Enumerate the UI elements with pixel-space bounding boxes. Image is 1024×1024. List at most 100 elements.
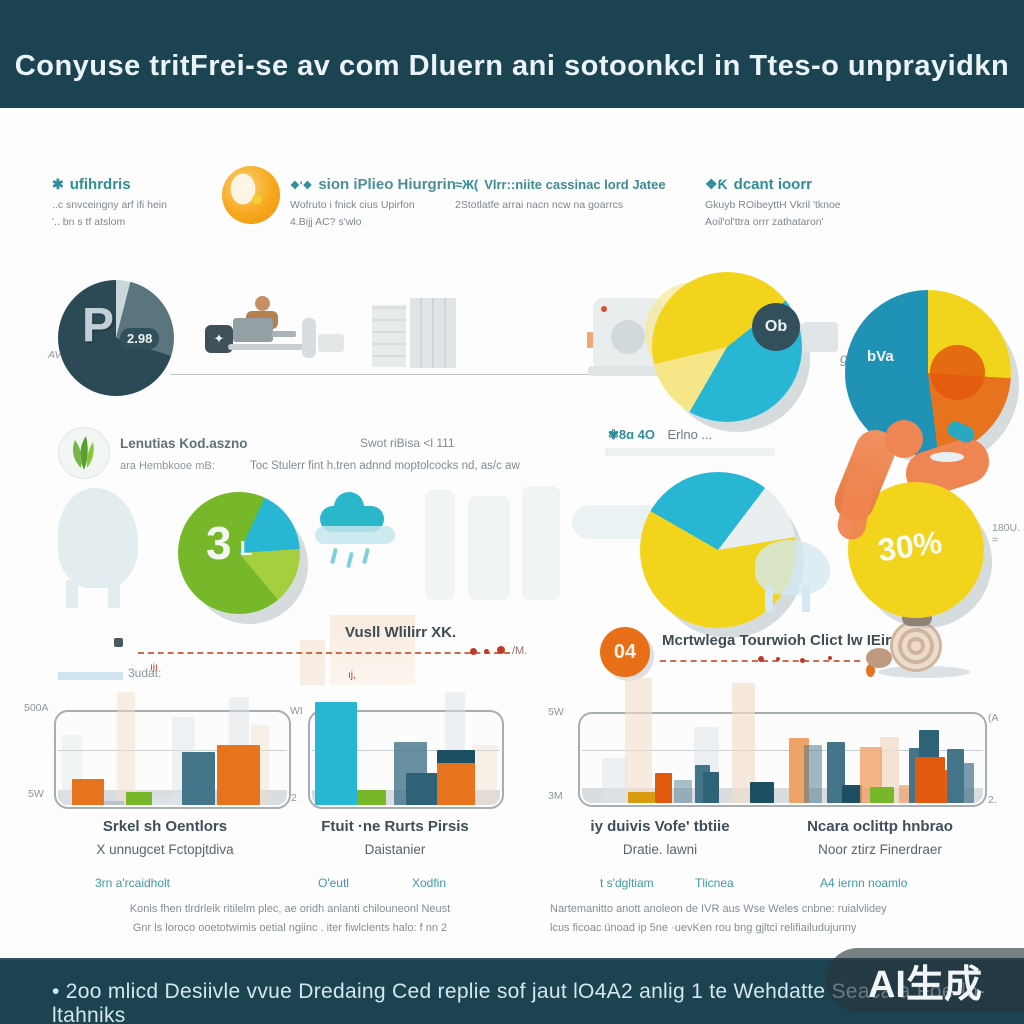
mid-header-sub: Toc Stulerr fint h.tren adnnd moptolcock…: [250, 460, 520, 472]
smallprint-left: Konis fhen tlrdrleik ritilelm plec, ae o…: [40, 900, 540, 938]
bar: [750, 782, 774, 803]
ghost-camel-leg: [765, 586, 773, 612]
bird-icon: [222, 166, 280, 224]
chat-icon: ❖'❖: [290, 180, 313, 192]
caption-title-1: Srkel sh Oentlors: [102, 818, 228, 835]
monitor: [233, 318, 273, 342]
feature-line: ..c snvceingny arf ifi hein: [52, 199, 167, 211]
ghost-jar: [468, 496, 510, 600]
lamp-dish: [930, 452, 964, 462]
caption-sub-3: Dratie. lawni: [622, 842, 698, 857]
axis-right-bottom-left: 2: [291, 792, 297, 804]
rain-drop: [362, 547, 370, 565]
bva-pie-overlay: [930, 345, 985, 400]
axis-right-top-right: (A: [988, 712, 999, 724]
blue-streak: [58, 672, 123, 680]
yellow-side-label: 180U. =: [992, 522, 1021, 546]
gridline: [58, 750, 287, 751]
bar: [655, 773, 672, 803]
axis-right-bottom-right: 2.: [988, 794, 997, 806]
note-label: 3udat:: [128, 666, 162, 680]
bar: [602, 758, 627, 803]
bar: [674, 780, 692, 803]
rain-drop: [330, 547, 338, 565]
leaf-svg: [73, 436, 94, 470]
green-pie-label-suffix: L: [240, 538, 253, 560]
smallprint-line: Gnr ls loroco ooetotwimis oetial ngiinc …: [132, 922, 448, 934]
feature-title: ufihrdris: [69, 176, 131, 193]
mid-header-title: Swot riBisa <l 111: [360, 436, 455, 450]
bar: [870, 787, 894, 803]
tag-3a: t s'dgltiam: [600, 876, 654, 890]
feature-line: 2Stotlatfe arrai nacn ncw na goarrcs: [455, 199, 624, 211]
caption-title-4: Ncara oclittp hnbrao: [807, 818, 953, 835]
dash-dot: [800, 658, 805, 663]
smallprint-line: Nartemanitto anott anoleon de IVR aus Ws…: [550, 903, 887, 915]
rain-drop: [346, 551, 354, 569]
small-camera: [802, 322, 838, 352]
dash-dot: [776, 657, 780, 661]
bar: [628, 792, 655, 803]
axis-right-top-left: WI: [290, 705, 303, 717]
cloud-icon-bump: [334, 492, 364, 522]
dash-dot: [497, 646, 505, 654]
money-stack: [318, 334, 344, 352]
ob-badge: Ob: [752, 303, 800, 351]
caption-sub-2: Daistanier: [364, 842, 426, 857]
ghost-camel-leg: [802, 586, 810, 612]
dash-dot: [828, 656, 832, 660]
bar: [703, 772, 719, 803]
y-axis-top-left: 500A: [24, 702, 49, 714]
tag-2b: Xodfin: [412, 876, 447, 890]
leaf-sub: ara Hembkooe mB:: [120, 460, 215, 472]
dash-dot: [758, 656, 764, 662]
ghost-figure-leg: [66, 580, 78, 608]
row2-right-title: Erlno ...: [667, 427, 713, 442]
bar: [915, 757, 945, 803]
bird-beak: [252, 194, 262, 204]
red-mark: ıj,: [348, 670, 356, 681]
desk: [228, 344, 306, 350]
asterisk-icon: ✱: [52, 176, 64, 192]
chair: [302, 318, 316, 358]
feature-line: Aoil'ol'ttra orrr zathataron': [705, 216, 824, 228]
person-head: [255, 296, 270, 311]
caption-title-2: Ftuit ·ne Rurts Pirsis: [321, 818, 469, 835]
bar: [472, 745, 497, 805]
red-mark: ıjı: [150, 662, 158, 673]
yellow-circle-label: 30%: [875, 523, 945, 569]
paw-glyphs-icon: ✾8ɑ 4O: [608, 427, 656, 442]
caption-sub-1: X unnugcet Fctopjtdiva: [96, 842, 234, 857]
bar: [880, 737, 899, 803]
bars-mid: [310, 692, 502, 807]
camera-base: [588, 366, 668, 376]
bva-pie-chart: bVa: [845, 290, 1011, 456]
bar: [315, 702, 357, 805]
bar: [625, 678, 652, 803]
snail-shadow: [878, 666, 970, 678]
bar: [72, 779, 104, 805]
page-title: Conyuse tritFrei-se av com Dluern ani so…: [14, 50, 1010, 82]
bar: [217, 745, 260, 805]
feature-line: Gkuyb ROibeyttH Vkril 'tknoe: [705, 199, 841, 211]
smallprint-line: lcus ficoac ünoad ip 5ne ·uevKen rou bng…: [550, 922, 857, 934]
bars-left: [56, 692, 289, 807]
feature-2: ❖'❖ sion iPlieo Hiurgrin Wofruto i fnick …: [290, 176, 480, 228]
orange-drip: [866, 664, 875, 677]
tag-4: A4 iernn noamlo: [820, 876, 908, 890]
dash-dot: [484, 649, 489, 654]
bar-chart-right: [578, 678, 987, 807]
gridline: [582, 750, 983, 752]
bar: [827, 742, 845, 803]
cloud-under: [315, 526, 395, 544]
smallprint-right: Nartemanitto anott anoleon de IVR aus Ws…: [550, 900, 1015, 938]
star-tile-icon: ✦: [205, 325, 233, 353]
ghost-figure-leg: [108, 580, 120, 608]
ghost-figure: [58, 488, 138, 588]
row2-right-header: ✾8ɑ 4O Erlno ...: [608, 426, 712, 444]
bar: [732, 683, 755, 803]
leaf-title: Lenutias Kod.aszno: [120, 436, 248, 451]
section-title-left: Vusll Wlilirr XK.: [345, 624, 457, 641]
bar-chart-left: [54, 692, 291, 809]
